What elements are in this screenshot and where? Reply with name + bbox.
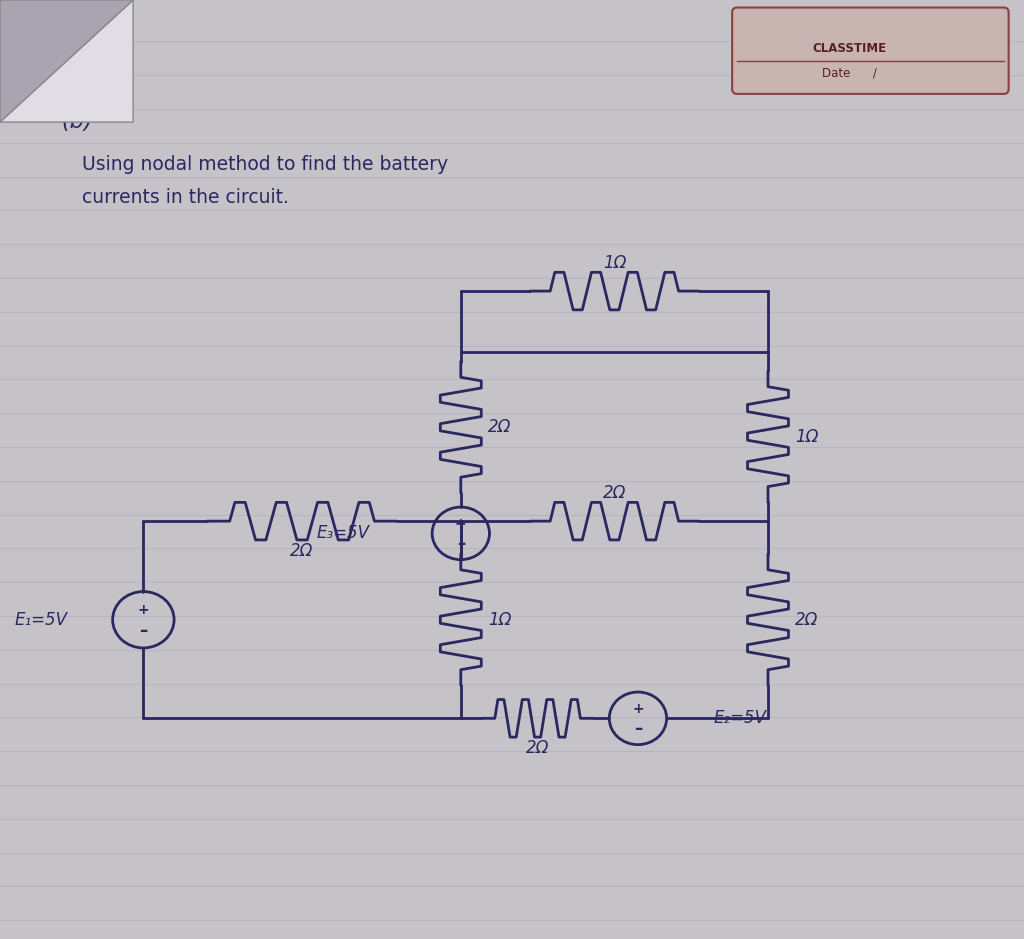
- Text: currents in the circuit.: currents in the circuit.: [82, 188, 289, 207]
- Text: 2Ω: 2Ω: [603, 484, 626, 502]
- Text: 2Ω: 2Ω: [526, 739, 549, 758]
- Polygon shape: [0, 0, 133, 122]
- FancyBboxPatch shape: [732, 8, 1009, 94]
- Text: 1Ω: 1Ω: [603, 254, 626, 272]
- Text: +: +: [632, 702, 644, 716]
- Text: 2Ω: 2Ω: [291, 542, 313, 561]
- Text: 2Ω: 2Ω: [488, 418, 511, 437]
- Text: –: –: [634, 720, 642, 738]
- Text: E₂=5V: E₂=5V: [714, 709, 767, 728]
- Text: Using nodal method to find the battery: Using nodal method to find the battery: [82, 155, 449, 174]
- Text: 2Ω: 2Ω: [796, 610, 818, 629]
- Text: 1Ω: 1Ω: [488, 610, 511, 629]
- Polygon shape: [0, 0, 133, 122]
- Text: E₃=5V: E₃=5V: [316, 524, 370, 543]
- Text: +: +: [455, 517, 467, 531]
- Text: E₁=5V: E₁=5V: [14, 610, 68, 629]
- Text: CLASSTIME: CLASSTIME: [813, 42, 887, 55]
- Text: –: –: [457, 535, 465, 553]
- Text: Date      /: Date /: [822, 67, 878, 80]
- Text: (b): (b): [61, 112, 93, 132]
- Text: –: –: [139, 622, 147, 640]
- Text: +: +: [137, 603, 150, 617]
- Text: 1Ω: 1Ω: [796, 427, 818, 446]
